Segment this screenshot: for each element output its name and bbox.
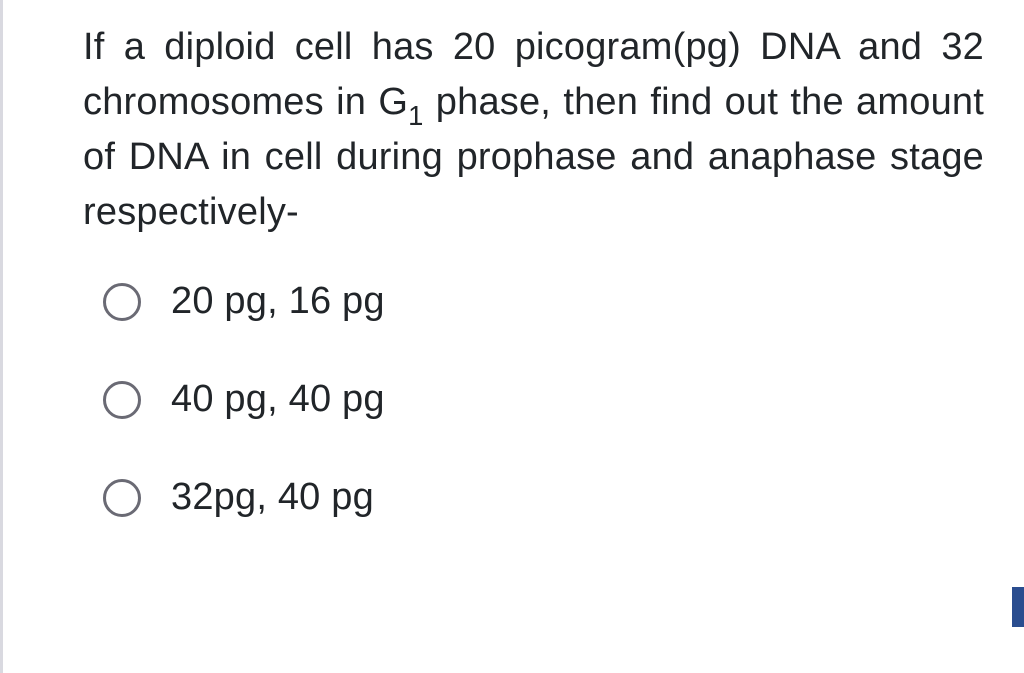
question-card: If a diploid cell has 20 picogram(pg) DN… <box>0 0 1024 673</box>
options-list: 20 pg, 16 pg 40 pg, 40 pg 32pg, 40 pg <box>83 280 984 519</box>
option-1[interactable]: 20 pg, 16 pg <box>103 280 984 323</box>
question-subscript: 1 <box>408 100 423 131</box>
option-label: 20 pg, 16 pg <box>171 280 385 323</box>
radio-unchecked-icon <box>103 479 141 517</box>
option-2[interactable]: 40 pg, 40 pg <box>103 378 984 421</box>
option-3[interactable]: 32pg, 40 pg <box>103 476 984 519</box>
side-accent-tab <box>1012 587 1024 627</box>
question-text: If a diploid cell has 20 picogram(pg) DN… <box>83 20 984 240</box>
radio-unchecked-icon <box>103 283 141 321</box>
option-label: 40 pg, 40 pg <box>171 378 385 421</box>
radio-unchecked-icon <box>103 381 141 419</box>
option-label: 32pg, 40 pg <box>171 476 374 519</box>
